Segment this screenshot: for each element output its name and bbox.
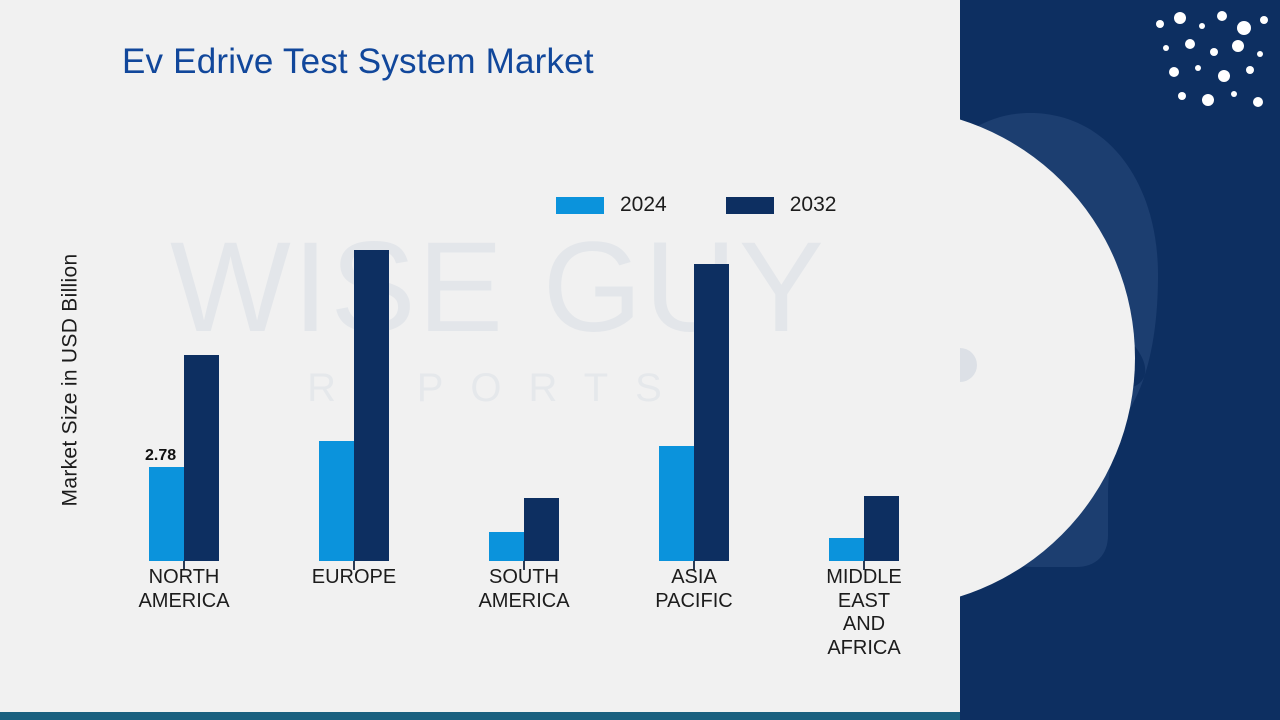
bar-pair [149, 355, 219, 561]
legend-swatch-2024 [556, 196, 604, 214]
bar-2024[interactable] [829, 538, 864, 561]
bar-pair [489, 498, 559, 561]
chart-legend: 2024 2032 [556, 193, 836, 217]
x-axis-tick [863, 561, 865, 570]
legend-item-2024[interactable]: 2024 [556, 193, 667, 217]
bar-2032[interactable] [864, 496, 899, 561]
chart-area: Market Size in USD Billion 2024 2032 NORT… [58, 0, 902, 659]
chart-plot [149, 0, 899, 561]
bar-2024[interactable] [149, 467, 184, 561]
x-axis-tick [183, 561, 185, 570]
logo-decoration-dots [1156, 11, 1268, 107]
bar-2032[interactable] [354, 250, 389, 561]
bar-2032[interactable] [524, 498, 559, 561]
neural-network-dots [960, 348, 977, 382]
bar-2032[interactable] [694, 264, 729, 561]
bar-group [659, 0, 729, 561]
bar-group [149, 0, 219, 561]
page-title: Ev Edrive Test System Market [122, 42, 594, 81]
bar-group [829, 0, 899, 561]
legend-item-2032[interactable]: 2032 [725, 193, 837, 217]
legend-label-2032: 2032 [789, 193, 837, 216]
bar-pair [829, 496, 899, 561]
x-axis-tick [523, 561, 525, 570]
x-axis-tick [353, 561, 355, 570]
brand-panel: WISE GUY R E P O R T S [960, 0, 1280, 720]
bar-pair [319, 250, 389, 561]
bar-2024[interactable] [319, 441, 354, 561]
x-axis-category-label: ASIA PACIFIC [655, 566, 733, 612]
bar-2032[interactable] [184, 355, 219, 561]
legend-label-2024: 2024 [620, 193, 667, 216]
x-axis-category-label: EUROPE [311, 566, 397, 588]
bar-group [319, 0, 389, 561]
bar-2024[interactable] [489, 532, 524, 561]
x-axis-tick [693, 561, 695, 570]
bar-value-label: 2.78 [145, 447, 177, 464]
bottom-accent-strip [0, 712, 960, 720]
x-axis-category-label: SOUTH AMERICA [478, 566, 570, 612]
x-axis-category-label: MIDDLE EAST AND AFRICA [826, 566, 902, 659]
x-axis-category-label: NORTH AMERICA [138, 566, 230, 612]
bar-pair [659, 264, 729, 561]
bar-2024[interactable] [659, 446, 694, 561]
legend-swatch-2032 [725, 196, 774, 214]
bar-group [489, 0, 559, 561]
